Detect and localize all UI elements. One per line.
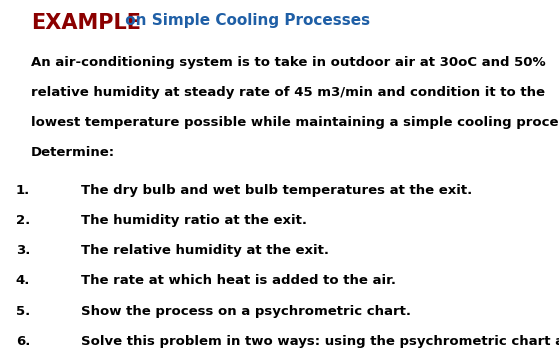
Text: The relative humidity at the exit.: The relative humidity at the exit. xyxy=(81,244,329,257)
Text: relative humidity at steady rate of 45 m3/min and condition it to the: relative humidity at steady rate of 45 m… xyxy=(31,86,544,99)
Text: lowest temperature possible while maintaining a simple cooling process.: lowest temperature possible while mainta… xyxy=(31,116,559,129)
Text: Solve this problem in two ways: using the psychrometric chart and: Solve this problem in two ways: using th… xyxy=(81,335,559,348)
Text: 3.: 3. xyxy=(16,244,30,257)
Text: The dry bulb and wet bulb temperatures at the exit.: The dry bulb and wet bulb temperatures a… xyxy=(81,184,472,197)
Text: on Simple Cooling Processes: on Simple Cooling Processes xyxy=(120,13,370,28)
Text: EXAMPLE: EXAMPLE xyxy=(31,13,141,33)
Text: 5.: 5. xyxy=(16,305,30,318)
Text: 2.: 2. xyxy=(16,214,30,227)
Text: 4.: 4. xyxy=(16,274,30,288)
Text: Determine:: Determine: xyxy=(31,146,115,159)
Text: 6.: 6. xyxy=(16,335,30,348)
Text: The rate at which heat is added to the air.: The rate at which heat is added to the a… xyxy=(81,274,396,288)
Text: The humidity ratio at the exit.: The humidity ratio at the exit. xyxy=(81,214,307,227)
Text: Show the process on a psychrometric chart.: Show the process on a psychrometric char… xyxy=(81,305,411,318)
Text: An air-conditioning system is to take in outdoor air at 30oC and 50%: An air-conditioning system is to take in… xyxy=(31,56,546,70)
Text: 1.: 1. xyxy=(16,184,30,197)
